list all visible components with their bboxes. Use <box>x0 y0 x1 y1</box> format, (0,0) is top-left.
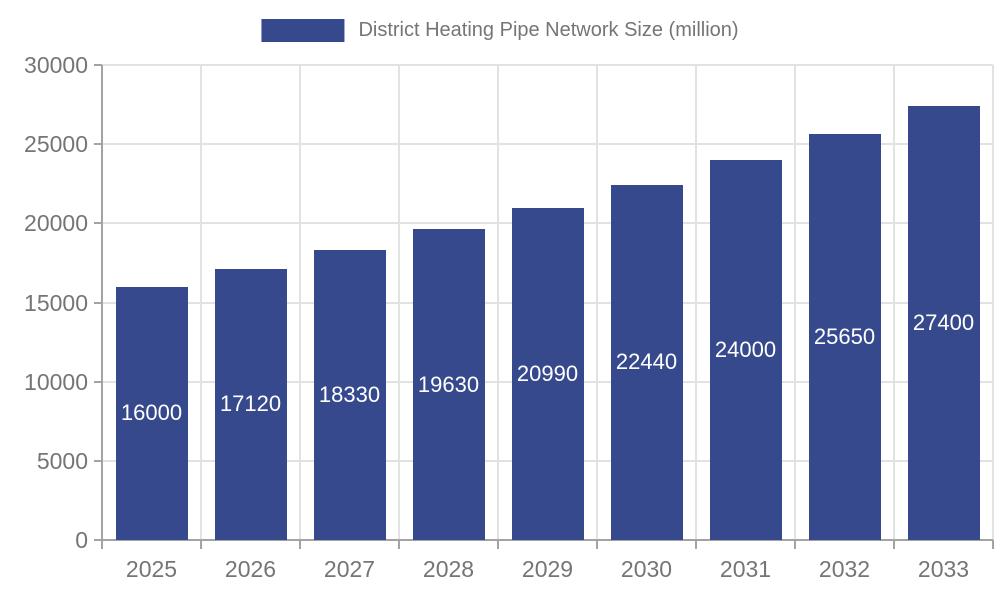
x-axis-label: 2033 <box>917 556 970 582</box>
chart-legend: District Heating Pipe Network Size (mill… <box>261 17 739 43</box>
bar <box>709 160 782 540</box>
x-axis-tick <box>596 540 598 549</box>
x-gridline <box>398 65 400 540</box>
y-axis-label: 30000 <box>24 52 88 78</box>
bar-value-label: 16000 <box>120 400 183 426</box>
x-axis-tick <box>893 540 895 549</box>
x-axis-tick <box>299 540 301 549</box>
bar <box>610 184 683 540</box>
bar-value-label: 22440 <box>615 349 678 375</box>
x-axis-label: 2026 <box>224 556 277 582</box>
bar <box>412 229 485 540</box>
bar <box>907 106 980 540</box>
bar-value-label: 27400 <box>912 310 975 336</box>
y-axis-label: 5000 <box>36 447 88 474</box>
bar <box>808 133 881 540</box>
y-axis-tick <box>94 380 102 383</box>
x-gridline <box>794 65 796 540</box>
x-axis-label: 2032 <box>818 556 871 582</box>
x-gridline <box>893 65 895 540</box>
y-axis-line <box>101 65 103 540</box>
y-gridline <box>102 64 993 66</box>
bar-value-label: 18330 <box>318 381 381 407</box>
y-axis-tick <box>94 301 102 304</box>
bar <box>115 286 188 540</box>
x-gridline <box>596 65 598 540</box>
y-axis-tick <box>94 459 102 462</box>
x-gridline <box>992 65 994 540</box>
bar-value-label: 17120 <box>219 391 282 417</box>
y-axis-label: 0 <box>75 527 88 553</box>
y-axis-label: 10000 <box>24 368 88 395</box>
y-axis-tick <box>94 64 102 66</box>
y-axis-tick <box>94 143 102 146</box>
x-axis-tick <box>695 540 697 549</box>
x-axis-label: 2025 <box>125 556 178 582</box>
bar-value-label: 19630 <box>417 371 480 397</box>
x-axis-tick <box>497 540 499 549</box>
x-axis-tick <box>200 540 202 549</box>
x-gridline <box>200 65 202 540</box>
bar-value-label: 24000 <box>714 337 777 362</box>
x-axis-label: 2031 <box>719 556 772 582</box>
x-axis-label: 2030 <box>620 556 673 582</box>
y-gridline <box>102 143 993 146</box>
y-axis-label: 25000 <box>24 131 88 158</box>
bar-value-label: 25650 <box>813 323 876 349</box>
x-axis-tick <box>992 540 994 549</box>
x-gridline <box>299 65 301 540</box>
y-axis-tick <box>94 539 102 541</box>
bar <box>313 249 386 540</box>
bar <box>511 207 584 540</box>
x-axis-tick <box>794 540 796 549</box>
bar-value-label: 20990 <box>516 360 579 386</box>
x-gridline <box>497 65 499 540</box>
y-axis-label: 20000 <box>24 210 88 237</box>
x-axis-label: 2027 <box>323 556 376 582</box>
x-axis-label: 2029 <box>521 556 574 582</box>
legend-swatch <box>261 18 345 42</box>
x-axis-tick <box>398 540 400 549</box>
y-axis-label: 15000 <box>24 289 88 316</box>
bar <box>214 268 287 540</box>
legend-label: District Heating Pipe Network Size (mill… <box>358 19 739 41</box>
x-axis-tick <box>101 540 103 549</box>
x-axis-line <box>102 539 993 541</box>
x-axis-label: 2028 <box>422 556 475 582</box>
x-gridline <box>695 65 697 540</box>
y-axis-tick <box>94 222 102 225</box>
